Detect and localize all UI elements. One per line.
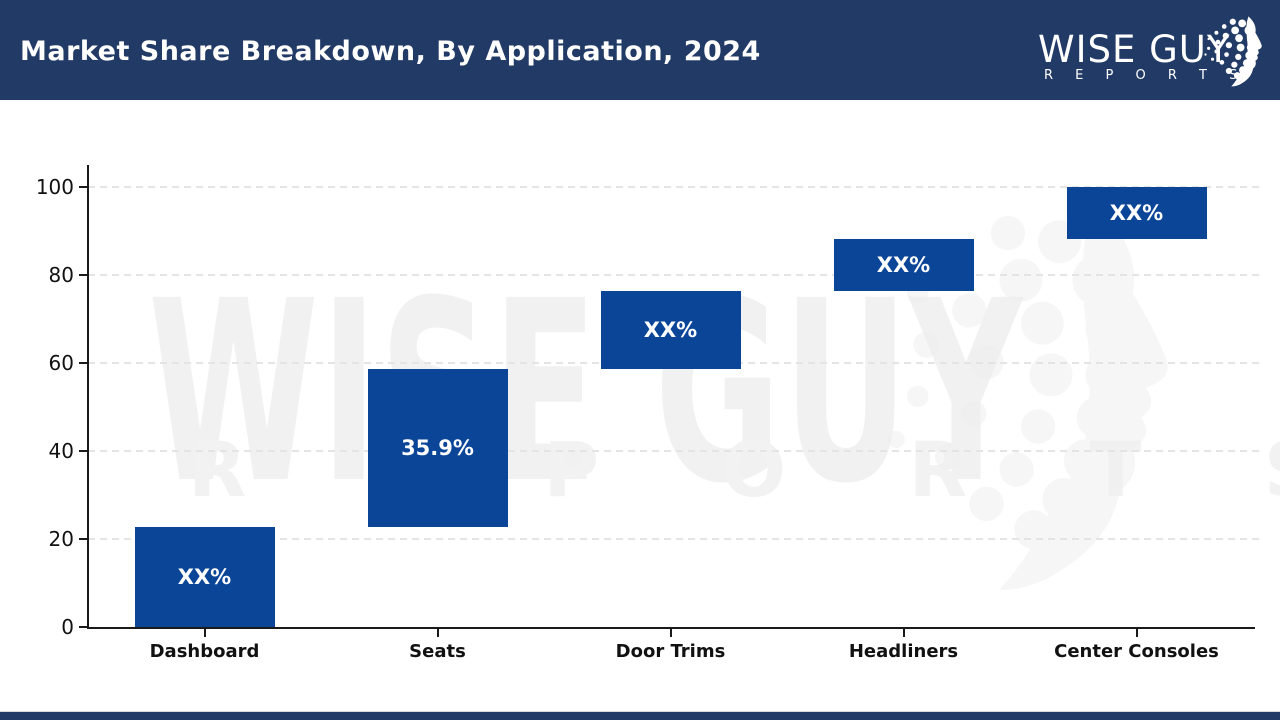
y-tick-mark — [79, 538, 87, 540]
y-axis-tick-label: 20 — [48, 527, 74, 551]
x-axis-category-label-dashboard: Dashboard — [149, 641, 260, 662]
y-tick-mark — [79, 274, 87, 276]
x-tick-mark — [203, 629, 206, 637]
bar-value-label: XX% — [1109, 200, 1164, 225]
y-axis-tick-label: 100 — [35, 175, 74, 199]
header-bar: Market Share Breakdown, By Application, … — [0, 0, 1280, 100]
gridline-40 — [88, 450, 1262, 452]
bar-headliners: XX% — [833, 238, 974, 291]
watermark-wordmark: WISE GUY — [148, 247, 1024, 538]
x-axis-category-label-seats: Seats — [409, 641, 466, 662]
bar-value-label: XX% — [643, 317, 698, 342]
page-title: Market Share Breakdown, By Application, … — [20, 36, 761, 67]
bar-value-label: XX% — [177, 565, 232, 590]
y-axis-tick-label: 40 — [48, 439, 74, 463]
x-axis-line — [87, 627, 1255, 629]
x-axis-category-label-door-trims: Door Trims — [615, 641, 726, 662]
bar-value-label: XX% — [876, 252, 931, 277]
x-axis-category-label-headliners: Headliners — [848, 641, 959, 662]
waterfall-chart: XX% 35.9% XX% XX% XX% 0 20 40 60 80 100 Dashboard S… — [0, 100, 1280, 712]
gridline-100 — [88, 186, 1262, 188]
wiseguy-logo: WISE GUY R E P O R T S — [1014, 6, 1264, 96]
x-tick-mark — [669, 629, 672, 637]
bar-door-trims: XX% — [600, 290, 741, 370]
y-tick-mark — [79, 626, 87, 628]
bar-dashboard: XX% — [134, 527, 275, 627]
logo-subtext: R E P O R T S — [1044, 68, 1247, 83]
bar-value-label: 35.9% — [401, 436, 474, 461]
bar-seats: 35.9% — [367, 369, 508, 528]
footer-bar — [0, 712, 1280, 720]
x-axis-category-label-center-consoles: Center Consoles — [1054, 641, 1219, 662]
bar-center-consoles: XX% — [1066, 187, 1207, 239]
x-tick-mark — [902, 629, 905, 637]
y-axis-tick-label: 60 — [48, 351, 74, 375]
y-tick-mark — [79, 450, 87, 452]
wiseguy-face-icon — [1204, 16, 1262, 87]
gridline-20 — [88, 538, 1262, 540]
chart-border-line — [0, 711, 1280, 712]
logo-wordmark: WISE GUY — [1038, 28, 1231, 71]
y-tick-mark — [79, 186, 87, 188]
y-axis-tick-label: 80 — [48, 263, 74, 287]
gridline-80 — [88, 274, 1262, 276]
watermark-face-icon — [887, 202, 1168, 590]
y-tick-mark — [79, 362, 87, 364]
x-tick-mark — [1135, 629, 1138, 637]
x-tick-mark — [436, 629, 439, 637]
y-axis-tick-label: 0 — [61, 615, 74, 639]
y-axis-line — [87, 165, 89, 629]
